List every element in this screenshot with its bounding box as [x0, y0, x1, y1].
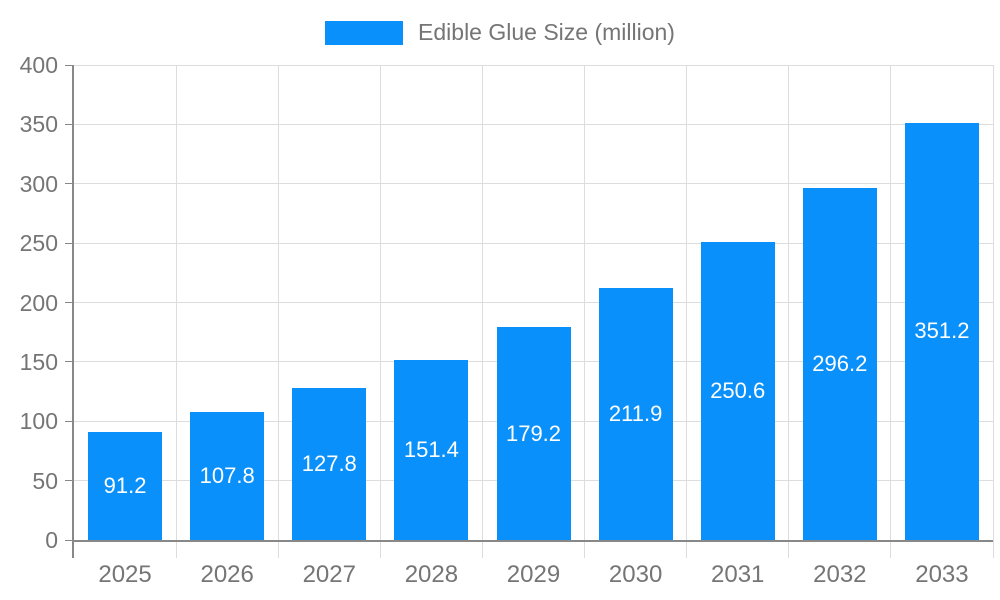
x-tick [175, 540, 177, 558]
y-gridline [74, 64, 993, 66]
bar-value-label: 91.2 [103, 472, 147, 498]
bar-2033[interactable]: 351.2 [904, 122, 979, 540]
y-tick [65, 242, 74, 244]
x-tick [277, 540, 279, 558]
x-axis-label-2028: 2028 [404, 561, 459, 588]
y-axis-label: 200 [19, 289, 58, 316]
legend-swatch [325, 20, 404, 45]
x-tick [788, 540, 790, 558]
x-axis-label-2027: 2027 [302, 561, 356, 588]
x-axis-label-2033: 2033 [915, 561, 969, 588]
bar-value-label: 127.8 [301, 451, 357, 477]
bar-2032[interactable]: 296.2 [802, 188, 877, 540]
x-axis [72, 540, 993, 542]
y-axis [72, 65, 74, 558]
x-axis-label-2030: 2030 [608, 561, 663, 588]
y-axis-label: 400 [19, 52, 58, 78]
x-axis-label-2032: 2032 [813, 561, 867, 588]
bar-value-label: 107.8 [199, 462, 255, 488]
bar-2026[interactable]: 107.8 [190, 411, 265, 540]
y-axis-label: 50 [32, 467, 58, 494]
x-tick [584, 540, 586, 558]
bar-2028[interactable]: 151.4 [394, 360, 469, 540]
legend[interactable]: Edible Glue Size (million) [0, 19, 1000, 46]
legend-label: Edible Glue Size (million) [418, 19, 675, 45]
y-gridline [74, 302, 993, 303]
y-axis-label: 300 [19, 170, 58, 197]
x-gridline [175, 65, 177, 540]
y-axis-label: 250 [19, 230, 58, 257]
y-axis-label: 350 [19, 111, 58, 138]
x-tick [686, 540, 688, 558]
bar-value-label: 250.6 [710, 378, 766, 404]
bar-2025[interactable]: 91.2 [88, 431, 163, 540]
y-tick [65, 183, 74, 185]
y-tick [65, 480, 74, 482]
bar-2031[interactable]: 250.6 [700, 242, 775, 540]
x-gridline [379, 65, 381, 540]
y-axis-label: 100 [19, 408, 58, 435]
x-axis-label-2031: 2031 [711, 561, 765, 588]
y-tick [65, 64, 74, 66]
x-axis-label-2029: 2029 [506, 561, 561, 588]
y-gridline [74, 242, 993, 244]
y-gridline [74, 123, 993, 125]
x-gridline [890, 65, 892, 540]
x-gridline [992, 65, 994, 540]
y-tick [65, 539, 74, 541]
bar-value-label: 179.2 [505, 420, 562, 446]
bar-value-label: 211.9 [608, 401, 663, 427]
bar-2030[interactable]: 211.9 [598, 288, 673, 540]
x-tick [992, 540, 994, 558]
x-tick [379, 540, 381, 558]
bar-2029[interactable]: 179.2 [496, 327, 571, 540]
x-gridline [686, 65, 688, 540]
y-tick [65, 420, 74, 422]
x-axis-label-2026: 2026 [200, 561, 254, 588]
bar-value-label: 296.2 [812, 351, 868, 377]
bar-value-label: 351.2 [914, 318, 970, 344]
x-gridline [277, 65, 279, 540]
bar-2027[interactable]: 127.8 [292, 388, 367, 540]
x-gridline [788, 65, 790, 540]
y-gridline [74, 183, 993, 185]
y-tick [65, 302, 74, 303]
y-axis-label: 0 [45, 527, 58, 553]
y-tick [65, 123, 74, 125]
x-tick [890, 540, 892, 558]
y-axis-label: 150 [19, 348, 58, 375]
bar-value-label: 151.4 [403, 437, 459, 463]
x-axis-label-2025: 2025 [98, 561, 152, 588]
y-tick [65, 361, 74, 363]
x-gridline [584, 65, 586, 540]
x-gridline [481, 65, 483, 540]
x-tick [481, 540, 483, 558]
